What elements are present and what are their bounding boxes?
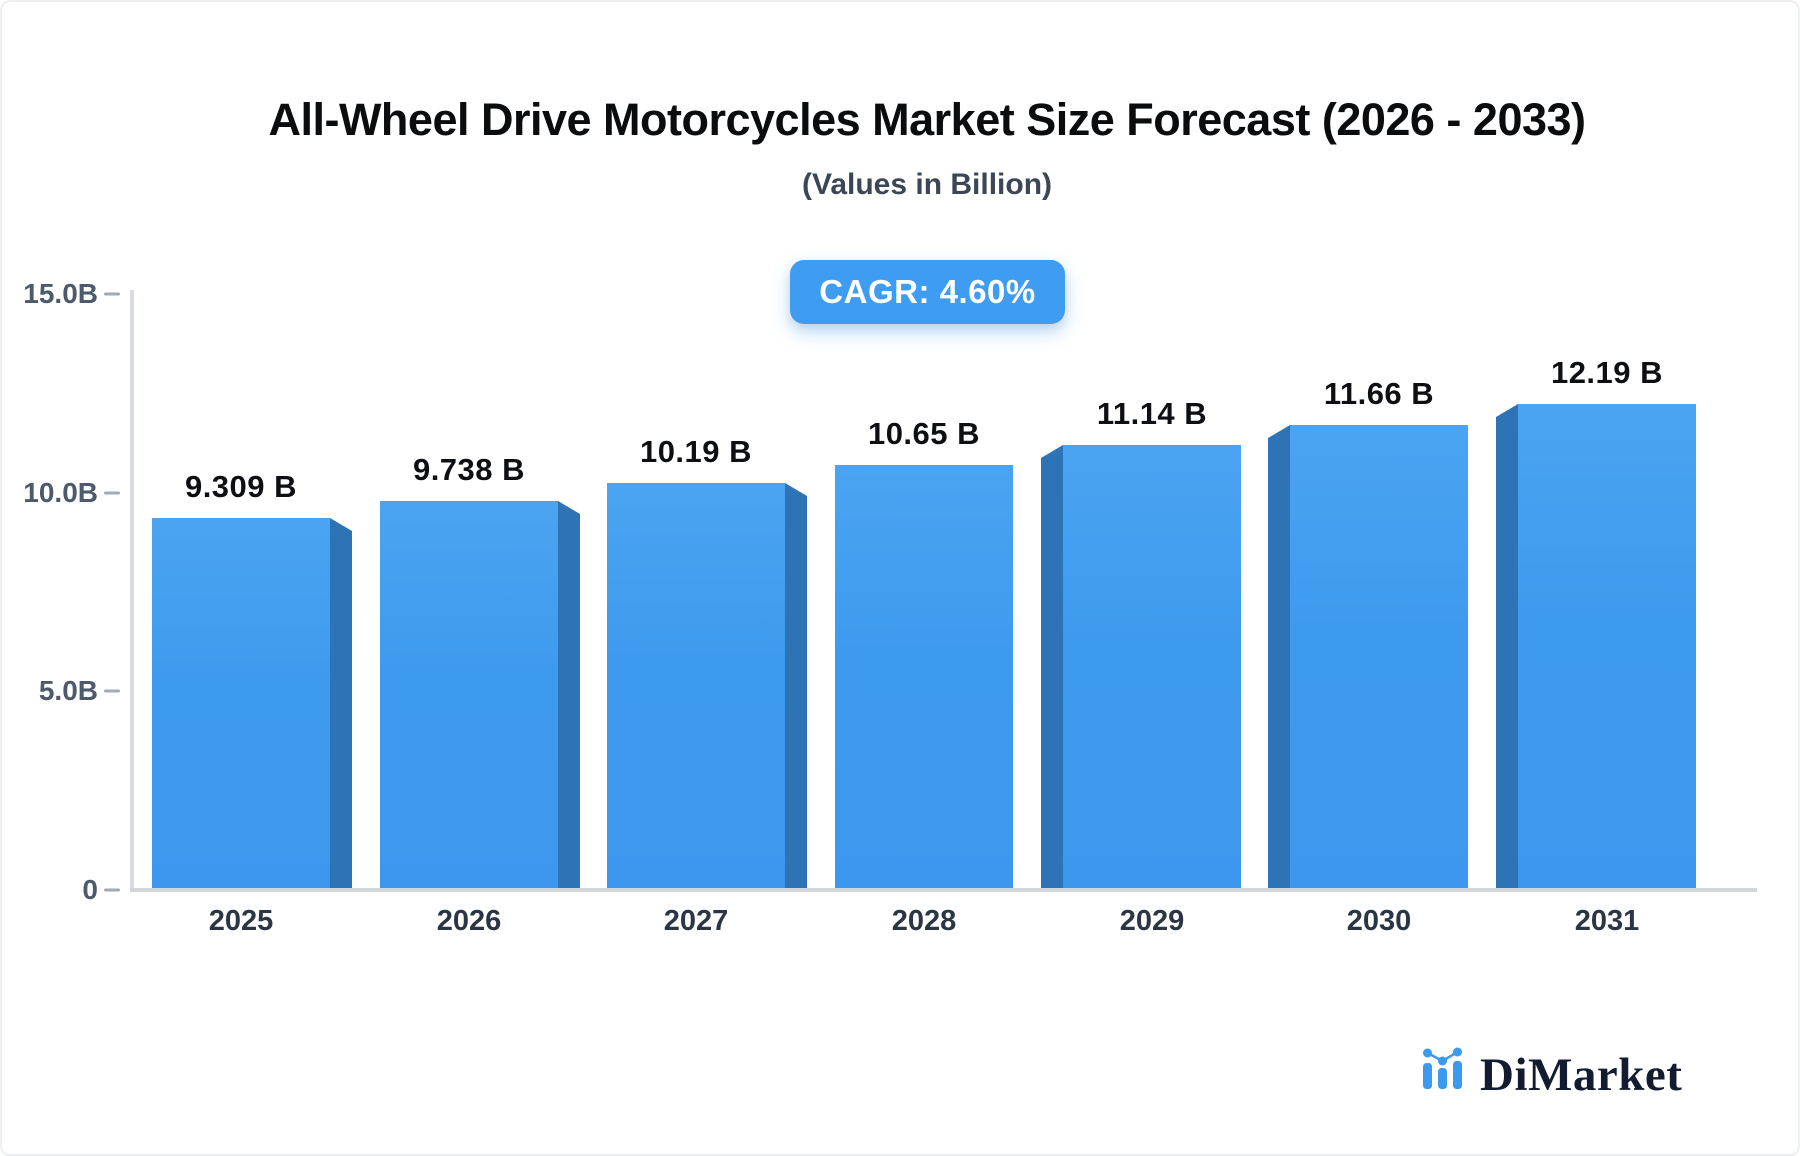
- y-tick-mark: [104, 292, 120, 296]
- x-axis-label-2026: 2026: [436, 905, 502, 937]
- bar-value-label: 11.14 B: [1096, 396, 1208, 431]
- cagr-badge-label: CAGR: 4.60%: [819, 273, 1036, 310]
- y-tick-mark: [104, 888, 120, 892]
- bar-2027[interactable]: [607, 483, 785, 888]
- y-axis-line: [130, 290, 134, 890]
- x-axis-label-2030: 2030: [1346, 905, 1412, 937]
- bar-2031[interactable]: [1518, 404, 1696, 888]
- x-axis-label-2025: 2025: [208, 905, 274, 937]
- bar-2029[interactable]: [1063, 445, 1241, 888]
- y-tick-label: 10.0B: [23, 476, 98, 508]
- bar-value-label: 10.65 B: [867, 416, 981, 451]
- bar-2025-side-face: [330, 518, 352, 888]
- x-axis-label-2031: 2031: [1574, 905, 1640, 937]
- bar-value-label: 12.19 B: [1550, 355, 1664, 390]
- y-tick-mark: [104, 689, 120, 693]
- x-axis-label-2029: 2029: [1119, 905, 1185, 937]
- y-tick-label: 0: [82, 874, 98, 905]
- bar-2031-side-face: [1496, 404, 1518, 888]
- bar-2028[interactable]: [835, 465, 1013, 888]
- x-axis-label-2027: 2027: [663, 905, 729, 937]
- y-tick-label: 5.0B: [38, 675, 98, 707]
- bar-2030-side-face: [1268, 425, 1290, 888]
- chart-subtitle: (Values in Billion): [801, 168, 1053, 201]
- y-tick-label: 15.0B: [23, 278, 98, 309]
- y-tick-mark: [104, 491, 120, 495]
- chart-title: All-Wheel Drive Motorcycles Market Size …: [268, 94, 1586, 145]
- bar-2027-side-face: [785, 483, 807, 888]
- bar-value-label: 9.309 B: [184, 469, 298, 504]
- bar-2025[interactable]: [152, 518, 330, 888]
- brand-name: DiMarket: [1480, 1049, 1683, 1102]
- x-axis-line: [130, 888, 1757, 892]
- bar-value-label: 9.738 B: [412, 452, 526, 487]
- bar-2030[interactable]: [1290, 425, 1468, 888]
- cagr-badge: CAGR: 4.60%: [790, 260, 1065, 324]
- bar-value-label: 11.66 B: [1323, 376, 1435, 411]
- bar-chart-logo-icon: [1420, 1042, 1466, 1095]
- bar-2026-side-face: [558, 501, 580, 888]
- chart-header: All-Wheel Drive Motorcycles Market Size …: [47, 94, 1798, 202]
- brand-logo: DiMarket: [1420, 1042, 1683, 1102]
- bar-2026[interactable]: [380, 501, 558, 888]
- bar-2029-side-face: [1041, 445, 1063, 888]
- x-axis-label-2028: 2028: [891, 905, 957, 937]
- bar-value-label: 10.19 B: [639, 434, 753, 469]
